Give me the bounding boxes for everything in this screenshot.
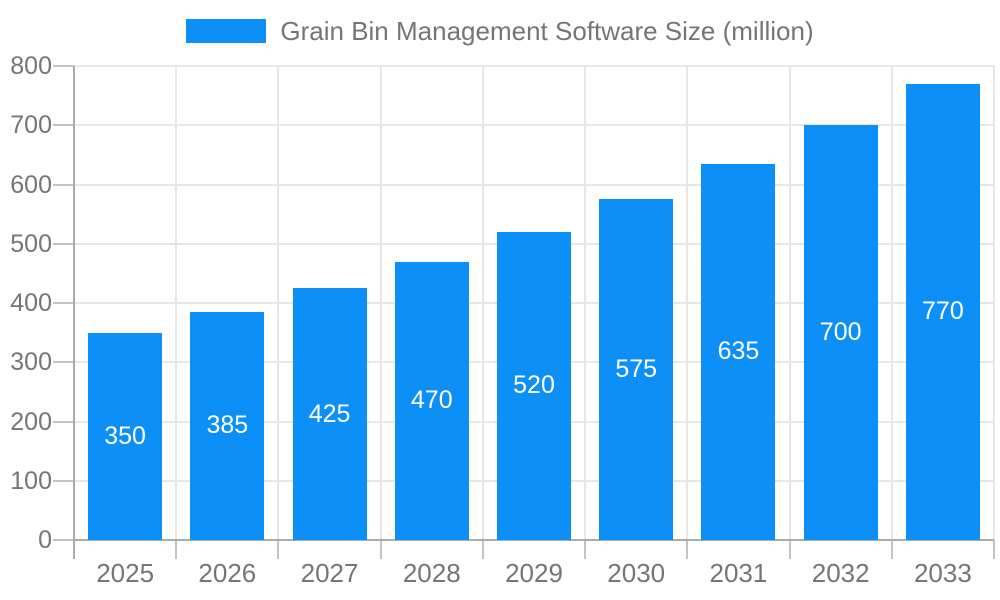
y-tick-600 [53,183,74,186]
y-tick-200 [53,420,74,423]
x-axis-label-2027: 2027 [300,558,359,588]
y-axis-label-0: 0 [38,526,52,554]
gridline-x-8 [890,66,893,540]
bar-2029[interactable] [497,231,571,540]
y-axis-label-600: 600 [10,170,52,199]
bar-2031[interactable] [701,163,776,540]
x-axis-label-2033: 2033 [913,558,972,588]
bar-2025[interactable] [88,332,163,540]
x-tick-1 [175,540,178,559]
gridline-x-2 [277,66,280,540]
y-tick-700 [53,124,74,127]
bar-2032[interactable] [803,125,878,540]
bar-2026[interactable] [190,311,265,540]
gridline-x-6 [686,66,689,540]
x-tick-7 [788,540,791,559]
legend-swatch [186,19,267,43]
x-tick-3 [379,540,382,559]
y-tick-300 [53,361,74,364]
x-axis-label-2032: 2032 [811,558,870,588]
y-axis-label-400: 400 [10,289,52,317]
x-tick-2 [277,540,280,559]
y-axis-label-300: 300 [10,348,52,377]
y-tick-500 [53,242,74,245]
y-axis-label-500: 500 [10,229,52,258]
x-tick-6 [686,540,689,559]
x-axis-label-2028: 2028 [402,558,461,588]
gridline-x-1 [175,66,178,540]
y-tick-800 [53,65,74,67]
y-tick-0 [53,539,74,541]
legend[interactable]: Grain Bin Management Software Size (mill… [0,15,1000,47]
gridline-y-800 [74,65,994,67]
gridline-x-9 [993,66,995,540]
y-axis-line [73,66,75,559]
y-axis-label-100: 100 [10,466,52,495]
x-tick-8 [890,540,893,559]
bar-2033[interactable] [905,83,980,540]
bar-2028[interactable] [394,261,469,540]
x-axis-label-2030: 2030 [607,558,666,588]
gridline-x-7 [788,66,791,540]
x-axis-label-2029: 2029 [505,558,563,588]
y-axis-label-700: 700 [10,111,52,140]
gridline-y-700 [74,124,994,127]
x-axis-label-2031: 2031 [709,558,768,588]
bar-2027[interactable] [292,288,367,540]
y-tick-100 [53,479,74,482]
x-axis-label-2025: 2025 [96,558,155,588]
x-tick-5 [584,540,587,559]
x-tick-4 [481,540,484,559]
x-axis-line [74,539,994,541]
y-axis-label-200: 200 [10,407,52,436]
x-tick-9 [993,540,995,559]
y-tick-400 [53,302,74,304]
x-axis-label-2026: 2026 [198,558,257,588]
gridline-x-5 [584,66,587,540]
gridline-x-4 [481,66,484,540]
gridline-x-3 [379,66,382,540]
y-axis-label-800: 800 [10,52,52,80]
gridline-y-600 [74,183,994,186]
bar-2030[interactable] [599,199,674,540]
legend-label: Grain Bin Management Software Size (mill… [280,15,814,46]
